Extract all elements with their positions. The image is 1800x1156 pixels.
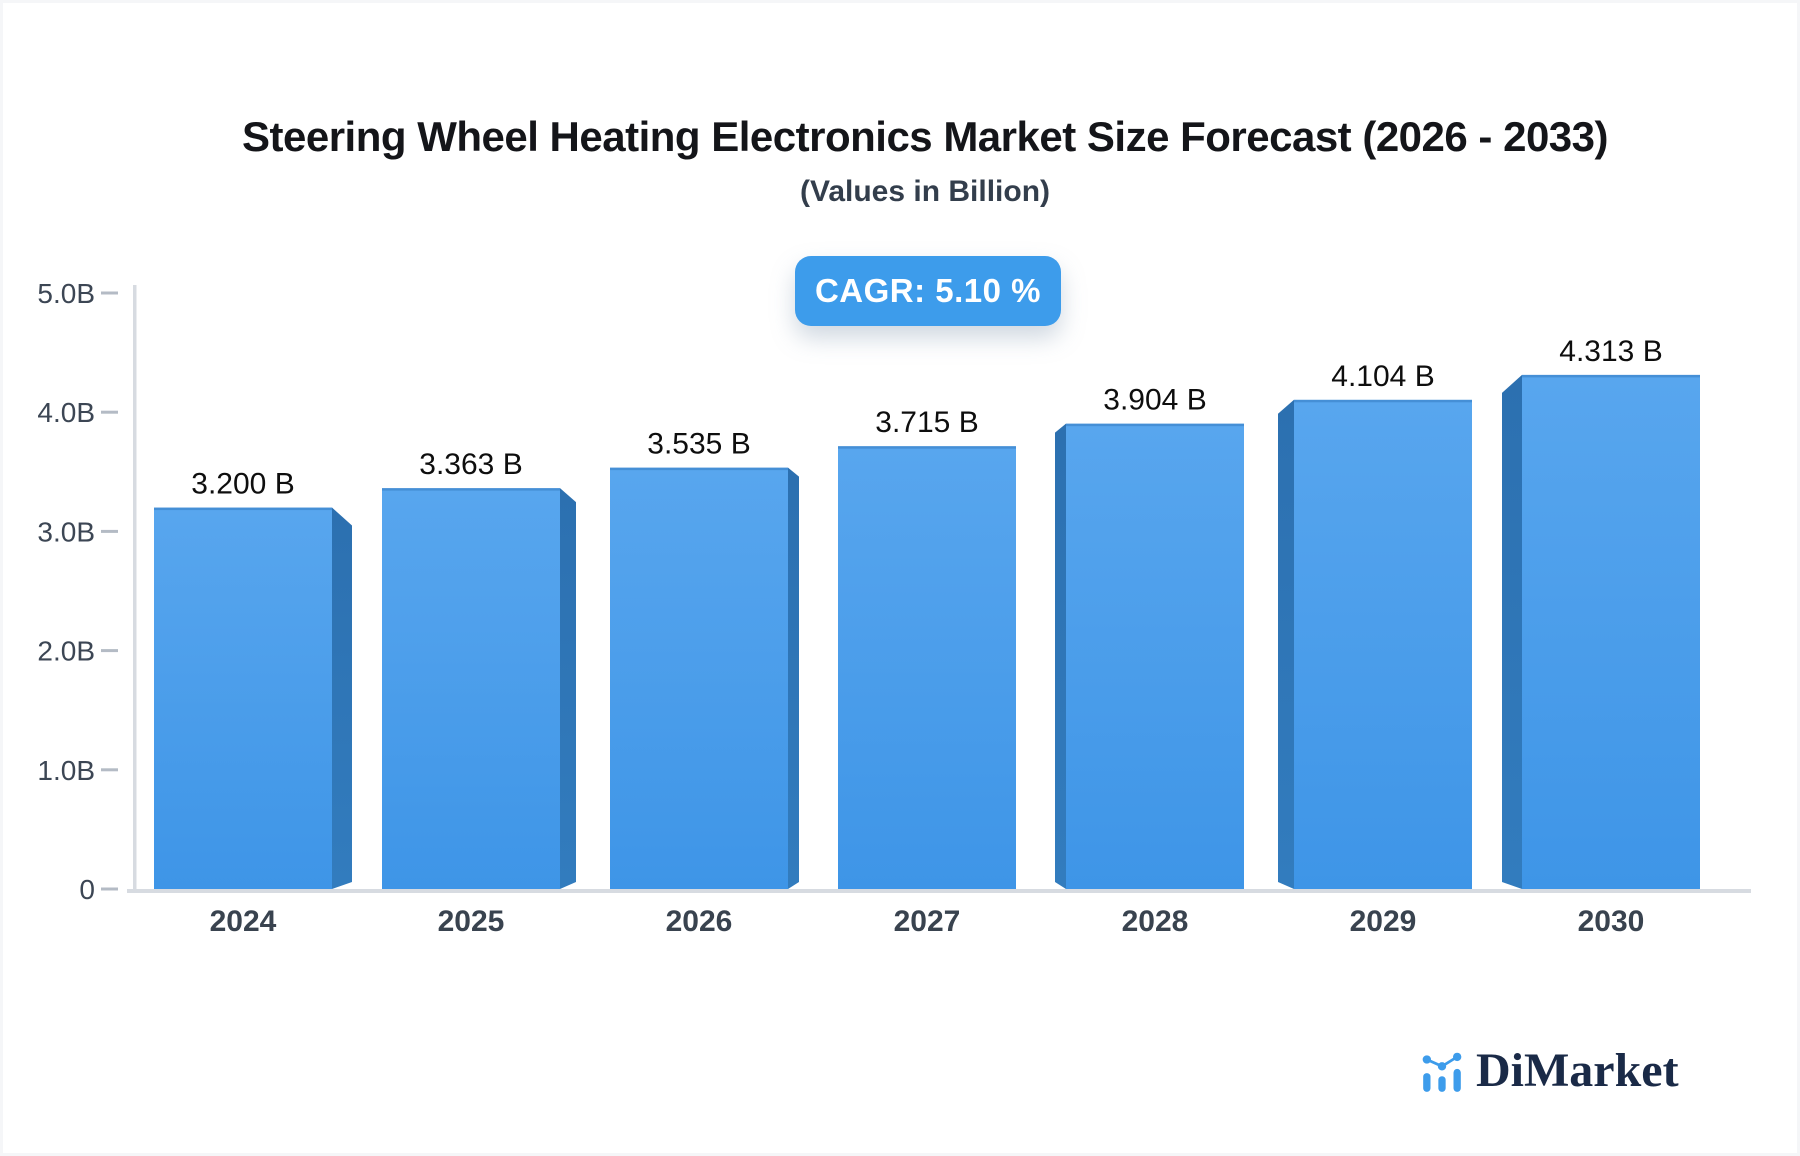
bar-front-face: [1522, 374, 1700, 890]
cagr-badge: CAGR: 5.10 %: [795, 256, 1061, 326]
bar-value-label: 3.363 B: [419, 448, 522, 481]
chart-title: Steering Wheel Heating Electronics Marke…: [241, 113, 1609, 160]
bar-value-label: 3.535 B: [647, 428, 750, 461]
bar-front-face: [610, 467, 788, 889]
y-tick-label: 2.0B: [37, 636, 95, 667]
cagr-badge-label: CAGR: 5.10 %: [814, 272, 1042, 309]
bar-front-face: [838, 446, 1016, 889]
bar-side-face: [560, 488, 576, 889]
x-axis-label: 2025: [438, 905, 505, 938]
bar-value-label: 3.715 B: [875, 406, 978, 439]
bar-side-face: [1278, 399, 1294, 889]
y-tick-mark: [101, 649, 118, 653]
y-tick-mark: [101, 410, 118, 414]
y-tick-mark: [101, 768, 118, 772]
bar-value-label: 4.313 B: [1559, 335, 1662, 368]
bar-value-label: 4.104 B: [1331, 360, 1434, 393]
chart-subtitle: (Values in Billion): [799, 175, 1051, 208]
x-axis-label: 2024: [210, 905, 277, 938]
y-tick-label: 1.0B: [37, 755, 95, 786]
bar-top-edge: [1066, 423, 1244, 427]
bar-top-edge: [610, 467, 788, 471]
bar-front-face: [382, 488, 560, 889]
bar-top-edge: [838, 446, 1016, 449]
bar-value-label: 3.200 B: [191, 468, 294, 501]
x-axis-baseline: [127, 889, 1751, 893]
bar-front-face: [1294, 399, 1472, 889]
bar-top-edge: [1294, 399, 1472, 403]
mini-bar-chart-icon: [1422, 1052, 1462, 1092]
y-tick-label: 3.0B: [37, 516, 95, 547]
y-tick-mark: [101, 291, 118, 295]
bar-side-face: [332, 507, 352, 889]
y-tick-mark: [101, 887, 118, 891]
bar-side-face: [1055, 423, 1066, 889]
y-axis-line: [133, 285, 137, 891]
dimarket-logo: DiMarket: [1421, 1043, 1679, 1099]
x-axis-label: 2026: [666, 905, 733, 938]
bar-front-face: [1066, 423, 1244, 889]
x-axis-label: 2028: [1122, 905, 1189, 938]
x-axis-label: 2029: [1350, 905, 1417, 938]
bar-side-face: [1502, 374, 1522, 890]
bar-top-edge: [1522, 374, 1700, 378]
x-axis-label: 2030: [1578, 905, 1645, 938]
y-tick-label: 0: [79, 874, 95, 905]
bar-side-face: [788, 467, 799, 889]
bar-top-edge: [154, 507, 332, 511]
bar-front-face: [154, 507, 332, 889]
bar-top-edge: [382, 488, 560, 491]
y-tick-label: 5.0B: [37, 278, 95, 309]
bar-value-label: 3.904 B: [1103, 384, 1206, 417]
x-axis-label: 2027: [894, 905, 961, 938]
brand-name: DiMarket: [1476, 1044, 1679, 1097]
bar-chart-plot: 5.0B 4.0B 3.0B 2.0B 1.0B 0 3.200 B 2024 3.363 B 2…: [37, 278, 1751, 938]
y-tick-mark: [101, 529, 118, 533]
y-tick-label: 4.0B: [37, 397, 95, 428]
